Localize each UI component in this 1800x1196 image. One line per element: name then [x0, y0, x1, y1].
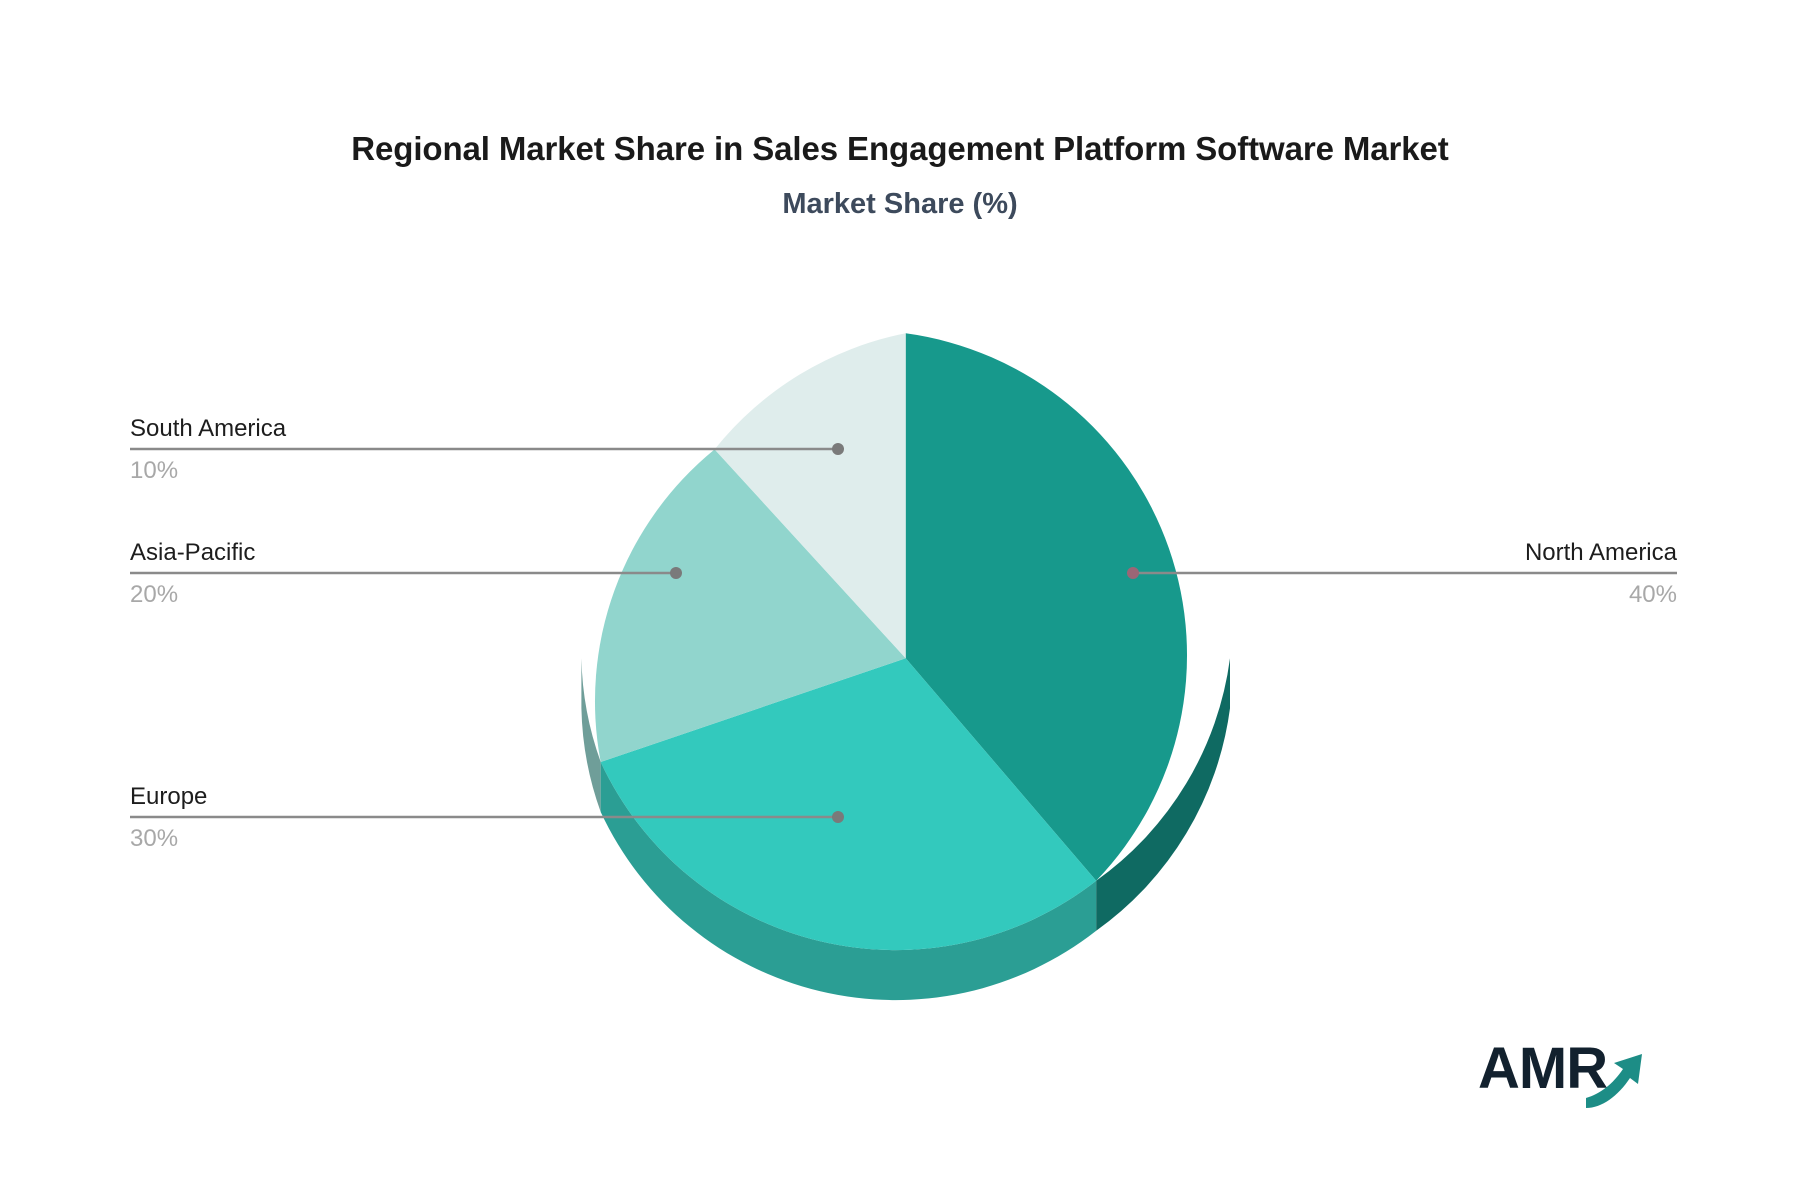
callout-value-wrap-south-america: 10% — [130, 456, 830, 486]
callout-value-south-america: 10% — [130, 457, 179, 484]
pie-depth-group — [581, 658, 1230, 1001]
growth-arrow-icon — [1586, 1054, 1642, 1108]
callout-value-europe: 30% — [130, 825, 179, 852]
callout-europe: Europe — [130, 782, 830, 812]
callout-value-wrap-asia-pacific: 20% — [130, 580, 830, 610]
pie-top-group — [594, 333, 1188, 951]
amr-logo: AMR — [1478, 1032, 1658, 1112]
callout-asia-pacific: Asia-Pacific — [130, 538, 830, 568]
slice-north-america — [905, 333, 1188, 881]
leader-dot-north-america — [1127, 567, 1139, 579]
callout-label-europe: Europe — [130, 783, 208, 810]
callout-value-asia-pacific: 20% — [130, 581, 179, 608]
callout-north-america: North America — [977, 538, 1677, 568]
callout-south-america: South America — [130, 414, 830, 444]
callout-value-wrap-europe: 30% — [130, 824, 830, 854]
leader-lines-group — [130, 443, 1677, 823]
chart-subtitle: Market Share (%) — [782, 188, 1018, 220]
callout-value-wrap-north-america: 40% — [977, 580, 1677, 610]
amr-logo-text: AMR — [1478, 1036, 1608, 1101]
slice-side-asia-pacific — [581, 658, 601, 812]
slice-side-europe — [600, 762, 1097, 1001]
leader-dot-europe — [832, 811, 844, 823]
slice-south-america — [714, 333, 906, 659]
leader-dot-asia-pacific — [670, 567, 682, 579]
slice-europe — [600, 658, 1097, 951]
leader-dot-south-america — [832, 443, 844, 455]
callout-label-north-america: North America — [1524, 539, 1677, 566]
callout-label-south-america: South America — [130, 415, 287, 442]
callout-label-asia-pacific: Asia-Pacific — [130, 539, 256, 566]
slice-side-north-america — [1096, 658, 1230, 931]
callout-value-north-america: 40% — [1628, 581, 1677, 608]
chart-title: Regional Market Share in Sales Engagemen… — [351, 130, 1449, 167]
slice-asia-pacific — [594, 449, 906, 762]
